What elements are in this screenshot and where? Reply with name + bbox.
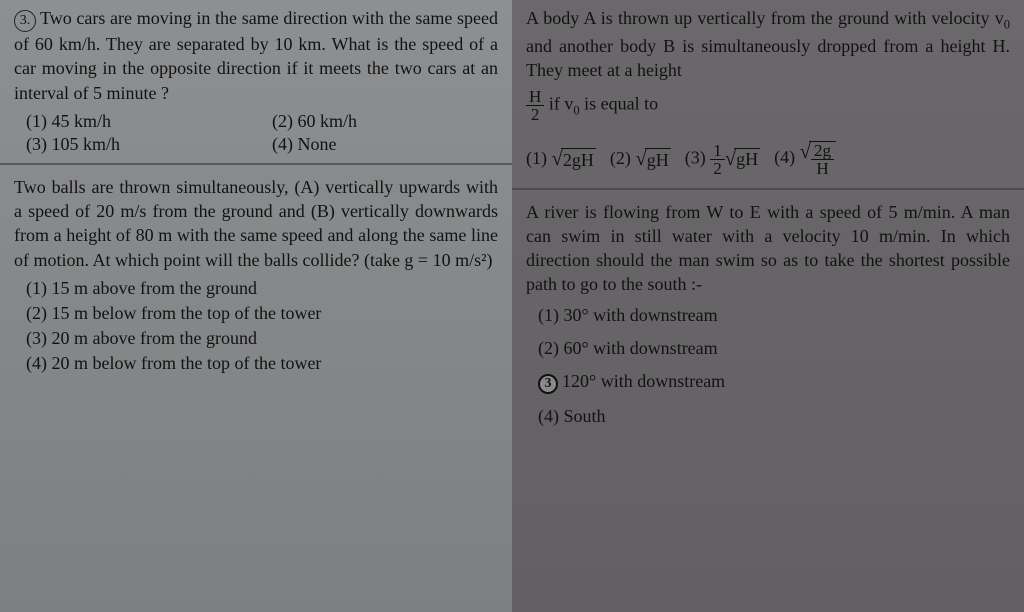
q3-frac-h2: H 2 — [526, 88, 544, 123]
q1-body: Two cars are moving in the same directio… — [14, 8, 498, 103]
q4-opt3-text: 120° with downstream — [562, 371, 725, 391]
sqrt-icon: gH — [725, 148, 760, 171]
q3-opt3-rad: gH — [734, 148, 760, 171]
q2-options: (1) 15 m above from the ground (2) 15 m … — [26, 278, 498, 374]
separator-left — [0, 163, 512, 165]
q1-number: 3. — [14, 10, 36, 32]
q3-tail-b: is equal to — [580, 94, 659, 114]
q4-text: A river is flowing from W to E with a sp… — [526, 200, 1010, 297]
q1-opt-2: (2) 60 km/h — [272, 111, 498, 132]
q3-opt3-label: (3) — [685, 148, 706, 168]
left-column: 3.Two cars are moving in the same direct… — [0, 0, 512, 612]
q3-opt4-frac: 2g H — [811, 142, 834, 177]
q2-opt-3: (3) 20 m above from the ground — [26, 328, 498, 349]
q3-opt-1: (1) 2gH — [526, 148, 596, 171]
q1-opt-1: (1) 45 km/h — [26, 111, 252, 132]
q3-opt1-rad: 2gH — [561, 148, 596, 171]
q1-opt-3: (3) 105 km/h — [26, 134, 252, 155]
q2-opt-2: (2) 15 m below from the top of the tower — [26, 303, 498, 324]
q3-tail-a: if v — [549, 94, 574, 114]
q3-text-b: and another body B is simultaneously dro… — [526, 36, 1010, 80]
q3-opt3-frac: 1 2 — [710, 142, 725, 177]
q3-opt4-den: H — [813, 160, 831, 177]
question-3: A body A is thrown up vertically from th… — [526, 6, 1010, 178]
q4-opt-3: 3120° with downstream — [538, 371, 1010, 394]
sqrt-icon: 2gH — [552, 148, 596, 171]
q3-opt3-num: 1 — [710, 142, 725, 160]
q2-opt-1: (1) 15 m above from the ground — [26, 278, 498, 299]
q3-frac-den: 2 — [528, 106, 543, 123]
question-4: A river is flowing from W to E with a sp… — [526, 200, 1010, 427]
q3-opt3-den: 2 — [710, 160, 725, 177]
q3-text: A body A is thrown up vertically from th… — [526, 6, 1010, 82]
question-1: 3.Two cars are moving in the same direct… — [14, 6, 498, 155]
q3-opt-4: (4) 2g H — [774, 141, 836, 177]
q4-opt-1: (1) 30° with downstream — [538, 305, 1010, 326]
q3-opt4-rad: 2g H — [809, 141, 836, 177]
q1-options: (1) 45 km/h (2) 60 km/h (3) 105 km/h (4)… — [26, 111, 498, 155]
q3-opt-3: (3) 1 2 gH — [685, 142, 760, 177]
circled-answer-icon: 3 — [538, 374, 558, 394]
q3-options: (1) 2gH (2) gH (3) 1 2 gH (4) — [526, 141, 1010, 177]
q3-sub-1: 0 — [1004, 18, 1010, 32]
q3-text-a: A body A is thrown up vertically from th… — [526, 8, 1004, 28]
q3-opt-2: (2) gH — [610, 148, 671, 171]
q4-options: (1) 30° with downstream (2) 60° with dow… — [538, 305, 1010, 427]
q3-frac-num: H — [526, 88, 544, 106]
right-column: A body A is thrown up vertically from th… — [512, 0, 1024, 612]
q3-opt1-label: (1) — [526, 148, 547, 168]
q3-opt2-rad: gH — [645, 148, 671, 171]
q3-fraction-line: H 2 if v0 is equal to — [526, 88, 1010, 123]
q1-text: 3.Two cars are moving in the same direct… — [14, 6, 498, 105]
separator-right — [512, 188, 1024, 190]
q3-opt4-label: (4) — [774, 148, 795, 168]
sqrt-icon: gH — [635, 148, 670, 171]
question-2: Two balls are thrown simultaneously, (A)… — [14, 175, 498, 374]
q3-opt4-num: 2g — [811, 142, 834, 160]
q4-opt-4: (4) South — [538, 406, 1010, 427]
q2-text: Two balls are thrown simultaneously, (A)… — [14, 175, 498, 272]
sqrt-icon: 2g H — [800, 141, 836, 177]
q4-opt-2: (2) 60° with downstream — [538, 338, 1010, 359]
q3-opt2-label: (2) — [610, 148, 631, 168]
q1-opt-4: (4) None — [272, 134, 498, 155]
q2-opt-4: (4) 20 m below from the top of the tower — [26, 353, 498, 374]
